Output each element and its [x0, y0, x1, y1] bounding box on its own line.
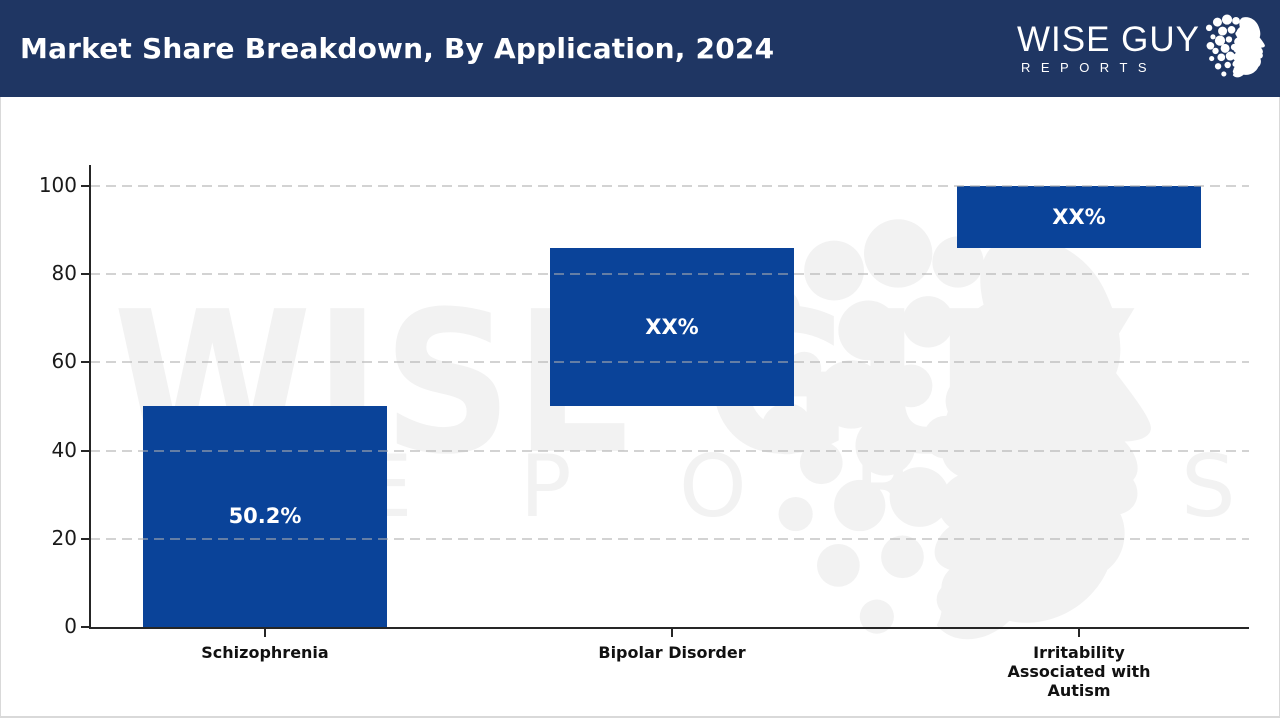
page-title: Market Share Breakdown, By Application, …: [20, 32, 775, 65]
brand-logo: WISE GUY REPORTS: [1017, 10, 1268, 88]
bar-segment: [957, 186, 1201, 248]
logo-wordmark: WISE GUY: [1016, 20, 1200, 59]
category-label: Bipolar Disorder: [598, 643, 746, 662]
y-axis-tick: [81, 537, 89, 540]
header-banner: Market Share Breakdown, By Application, …: [0, 0, 1280, 97]
y-axis-tick: [81, 273, 89, 276]
y-axis-tick: [81, 626, 89, 628]
category-label: Irritability Associated with Autism: [1007, 643, 1151, 700]
x-axis-tick: [264, 629, 266, 637]
gridline: [90, 273, 1249, 276]
dotted-head-icon: [1204, 10, 1268, 88]
y-axis-tick: [81, 361, 89, 364]
category-label: Schizophrenia: [201, 643, 329, 662]
bar-segment: [143, 405, 387, 627]
bar-value-label: 50.2%: [228, 504, 302, 529]
x-axis-tick: [1078, 629, 1080, 637]
logo-subtext: REPORTS: [1020, 60, 1158, 75]
y-tick-label: 60: [51, 349, 77, 374]
y-axis-line: [89, 165, 91, 629]
gridline: [90, 185, 1249, 187]
gridline: [90, 361, 1249, 364]
gridline: [90, 449, 1249, 452]
y-tick-label: 40: [51, 437, 77, 462]
bar-value-label: XX%: [1052, 204, 1106, 229]
x-axis-line: [89, 627, 1249, 629]
x-axis-tick: [671, 629, 673, 637]
y-tick-label: 20: [51, 525, 77, 550]
bar-value-label: XX%: [645, 314, 699, 339]
y-tick-label: 100: [38, 173, 77, 197]
gridline: [90, 537, 1249, 540]
y-axis-tick: [81, 185, 89, 187]
y-tick-label: 80: [51, 261, 77, 286]
y-axis-tick: [81, 449, 89, 452]
chart-area: WISE GUY R E P O R T S 02040608010050.2%…: [0, 97, 1280, 718]
y-tick-label: 0: [64, 614, 77, 638]
